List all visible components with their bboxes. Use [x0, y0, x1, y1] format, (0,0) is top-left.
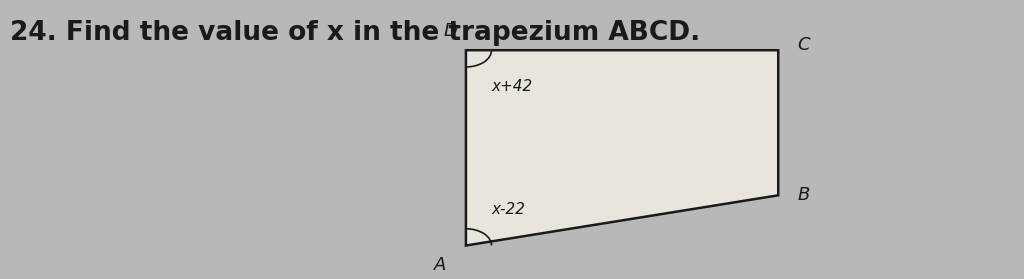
Text: C: C — [798, 36, 810, 54]
Text: A: A — [434, 256, 446, 274]
Polygon shape — [466, 50, 778, 246]
Text: 24. Find the value of x in the trapezium ABCD.: 24. Find the value of x in the trapezium… — [10, 20, 700, 45]
Text: x+42: x+42 — [492, 79, 532, 94]
Text: x-22: x-22 — [492, 202, 525, 217]
Text: D: D — [443, 22, 458, 40]
Text: B: B — [798, 186, 810, 204]
